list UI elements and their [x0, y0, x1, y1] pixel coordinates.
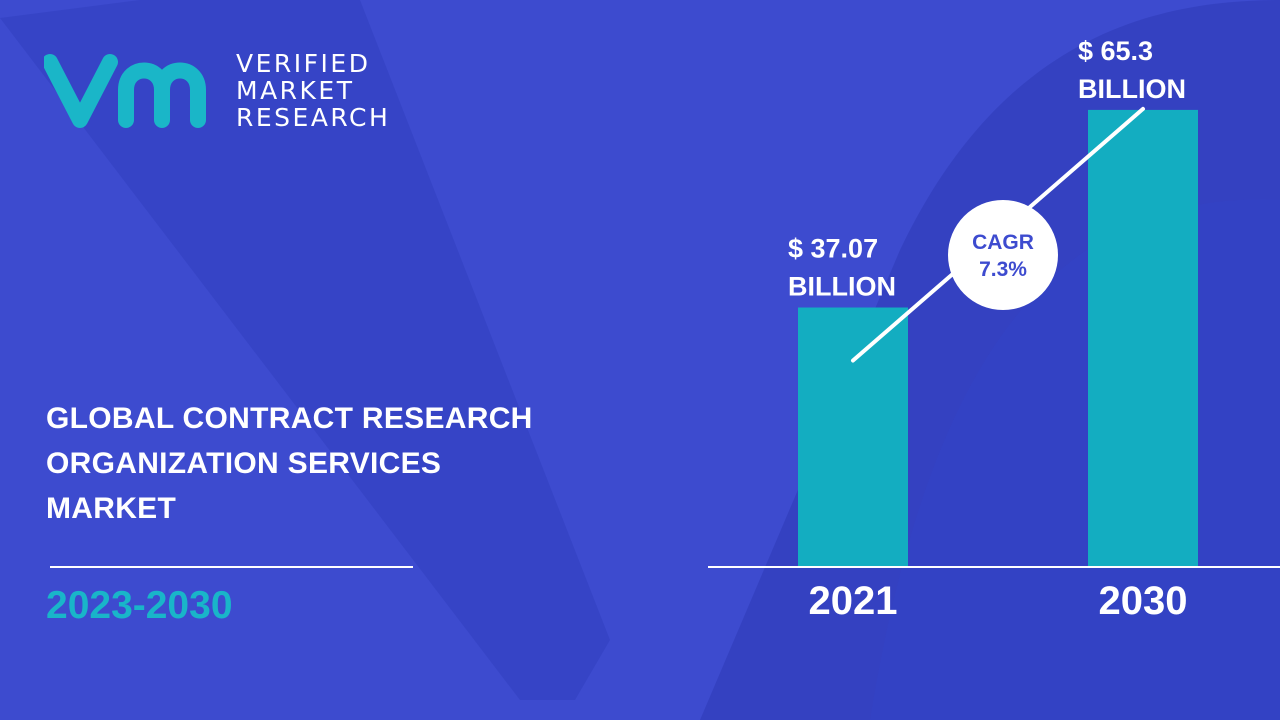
report-title: GLOBAL CONTRACT RESEARCH ORGANIZATION SE… — [46, 396, 566, 531]
logo-wordmark: VERIFIED MARKET RESEARCH — [236, 50, 390, 131]
value-label-2030-amount: $ 65.3 — [1078, 36, 1153, 66]
value-label-2021-unit: BILLION — [788, 272, 896, 302]
vmr-logo: VERIFIED MARKET RESEARCH — [44, 50, 404, 132]
x-tick-label-2021: 2021 — [809, 579, 898, 623]
logo-word: MARKET — [236, 76, 355, 105]
cagr-badge: CAGR 7.3% — [948, 200, 1058, 310]
title-line: MARKET — [46, 492, 177, 525]
title-divider — [50, 566, 413, 568]
bar-2030 — [1088, 109, 1198, 568]
value-label-2030-unit: BILLION — [1078, 74, 1186, 104]
bar-2021 — [798, 307, 908, 567]
logo-word: VERIFIED — [236, 49, 371, 78]
cagr-label: CAGR — [972, 231, 1034, 254]
cagr-value: 7.3% — [979, 258, 1027, 281]
x-tick-label-2030: 2030 — [1099, 579, 1188, 623]
value-label-2021-amount: $ 37.07 — [788, 234, 878, 264]
title-line: GLOBAL CONTRACT RESEARCH — [46, 402, 533, 435]
title-line: ORGANIZATION SERVICES — [46, 447, 442, 480]
forecast-period: 2023-2030 — [46, 584, 233, 627]
vmr-logo-mark — [44, 54, 206, 128]
logo-word: RESEARCH — [236, 103, 391, 132]
